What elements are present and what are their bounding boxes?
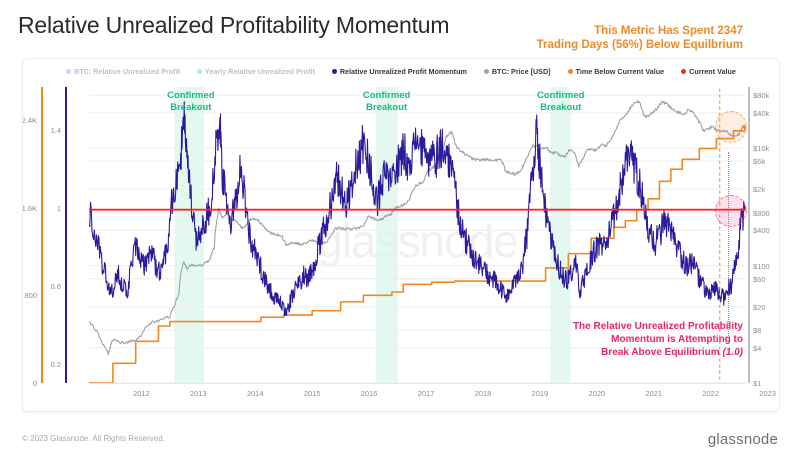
plot-svg bbox=[89, 87, 746, 383]
axis-tick-price-4: $60 bbox=[753, 274, 766, 284]
annotation-top-line-1: This Metric Has Spent 2347 bbox=[594, 25, 743, 37]
axis-tick-year-8: 2020 bbox=[588, 389, 606, 398]
axis-tick-time-below-1: 800 bbox=[24, 291, 37, 301]
axis-tick-momentum-2: 1 bbox=[56, 203, 61, 213]
axis-tick-price-12: $80k bbox=[753, 91, 770, 101]
axis-tick-price-11: $40k bbox=[753, 108, 770, 118]
legend-dot-icon bbox=[66, 69, 72, 74]
axis-tick-price-5: $100 bbox=[753, 261, 770, 271]
annotation-break-above-equilibrium: The Relative Unrealized Profitability Mo… bbox=[573, 320, 743, 359]
pink-dotted-line bbox=[727, 152, 729, 336]
shaded-band-1 bbox=[376, 87, 398, 383]
breakout-label-line: Breakout bbox=[366, 101, 408, 113]
axis-tick-year-2: 2014 bbox=[246, 389, 264, 398]
breakout-label-line: Confirmed bbox=[167, 90, 215, 101]
axis-tick-year-9: 2021 bbox=[645, 389, 663, 398]
axis-line-btc-price bbox=[748, 87, 750, 383]
copyright-text: © 2023 Glassnode. All Rights Reserved. bbox=[22, 434, 165, 443]
annotation-bottom-equilibrium-value: (1.0) bbox=[722, 347, 743, 358]
axis-tick-year-3: 2015 bbox=[303, 389, 321, 398]
breakout-label-2: Confirmed Breakout bbox=[521, 90, 601, 113]
axis-tick-year-1: 2013 bbox=[189, 389, 207, 398]
axis-tick-price-9: $6k bbox=[753, 157, 766, 167]
annotation-bottom-line-1: The Relative Unrealized Profitability bbox=[572, 321, 743, 332]
breakout-label-line: Breakout bbox=[170, 101, 212, 113]
series-momentum bbox=[89, 102, 745, 316]
axis-tick-price-10: $10k bbox=[753, 144, 770, 154]
legend-label: BTC: Relative Unrealized Profit bbox=[74, 67, 180, 76]
annotation-bottom-line-3: Break Above Equilibrium (1.0) bbox=[573, 346, 743, 359]
axis-tick-year-5: 2017 bbox=[417, 389, 435, 398]
chart-card: BTC: Relative Unrealized Profit Yearly Re… bbox=[22, 58, 780, 412]
axis-tick-price-1: $4 bbox=[753, 343, 762, 353]
shaded-band-2 bbox=[550, 87, 571, 383]
legend-dot-icon bbox=[331, 69, 337, 74]
legend-label: Current Value bbox=[689, 67, 736, 76]
legend-item-3[interactable]: BTC: Price [USD] bbox=[483, 67, 551, 76]
axis-tick-price-6: $400 bbox=[753, 226, 770, 236]
legend-item-1[interactable]: Yearly Relative Unrealized Profit bbox=[196, 67, 315, 76]
annotation-days-below-equilibrium: This Metric Has Spent 2347 Trading Days … bbox=[537, 24, 743, 52]
axis-tick-time-below-2: 1.6K bbox=[22, 203, 37, 213]
breakout-label-line: Confirmed bbox=[362, 90, 411, 101]
breakout-label-line: Breakout bbox=[540, 101, 582, 113]
axis-tick-momentum-3: 1.4 bbox=[50, 125, 61, 135]
axis-tick-price-0: $1 bbox=[753, 379, 762, 388]
axis-tick-price-3: $20 bbox=[753, 302, 766, 312]
axis-tick-year-7: 2019 bbox=[531, 389, 549, 398]
legend-label: Time Below Current Value bbox=[575, 67, 665, 76]
legend-dot-icon bbox=[567, 69, 573, 74]
axis-tick-year-0: 2012 bbox=[133, 389, 150, 398]
annotation-bottom-line-3-text: Break Above Equilibrium bbox=[601, 347, 720, 358]
axis-tick-momentum-0: 0.2 bbox=[50, 359, 61, 369]
axis-tick-price-7: $800 bbox=[753, 208, 770, 218]
legend-label: Yearly Relative Unrealized Profit bbox=[204, 67, 315, 76]
glassnode-logo: glassnode bbox=[707, 431, 778, 448]
legend-dot-icon bbox=[196, 69, 202, 74]
axis-tick-time-below-3: 2.4K bbox=[22, 115, 37, 125]
axis-tick-time-below-0: 0 bbox=[32, 379, 37, 388]
axis-tick-year-4: 2016 bbox=[360, 389, 378, 398]
legend-dot-icon bbox=[483, 69, 489, 74]
legend-label: BTC: Price [USD] bbox=[491, 67, 551, 76]
axis-tick-year-10: 2022 bbox=[702, 389, 720, 398]
breakout-label-1: Confirmed Breakout bbox=[347, 90, 427, 113]
legend-dot-icon bbox=[681, 69, 687, 74]
series-time-below bbox=[89, 126, 745, 383]
legend-item-5[interactable]: Current Value bbox=[681, 67, 736, 76]
legend-label: Relative Unrealized Profit Momentum bbox=[339, 67, 467, 76]
annotation-top-line-2: Trading Days (56%) Below Equilbrium bbox=[536, 39, 743, 51]
page-title: Relative Unrealized Profitability Moment… bbox=[18, 12, 450, 38]
axis-tick-price-8: $2k bbox=[753, 185, 766, 195]
axis-line-time-below bbox=[41, 87, 43, 383]
breakout-label-line: Confirmed bbox=[536, 90, 585, 101]
annotation-bottom-line-2: Momentum is Attempting to bbox=[611, 334, 743, 345]
chart-legend: BTC: Relative Unrealized Profit Yearly Re… bbox=[23, 67, 779, 76]
legend-item-4[interactable]: Time Below Current Value bbox=[567, 67, 665, 76]
axis-tick-year-6: 2018 bbox=[474, 389, 492, 398]
axis-tick-price-2: $8 bbox=[753, 325, 762, 335]
axis-tick-momentum-1: 0.6 bbox=[50, 281, 61, 291]
axis-line-bottom bbox=[89, 383, 746, 384]
legend-item-2[interactable]: Relative Unrealized Profit Momentum bbox=[331, 67, 467, 76]
legend-item-0[interactable]: BTC: Relative Unrealized Profit bbox=[66, 67, 180, 76]
breakout-label-0: Confirmed Breakout bbox=[151, 90, 231, 113]
axis-line-momentum bbox=[65, 87, 67, 383]
axis-tick-year-11: 2023 bbox=[759, 389, 776, 398]
